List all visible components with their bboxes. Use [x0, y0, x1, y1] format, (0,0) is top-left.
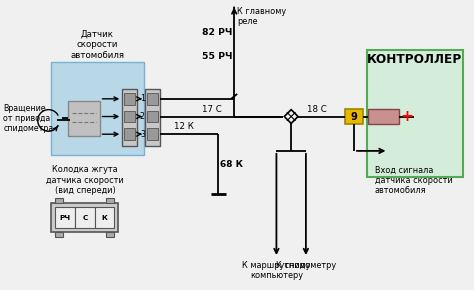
Text: К спидометру: К спидометру — [276, 261, 336, 270]
Text: 55 РЧ: 55 РЧ — [202, 52, 232, 61]
Bar — [367, 50, 463, 177]
Bar — [368, 109, 399, 124]
Bar — [345, 109, 363, 124]
Text: 68 К: 68 К — [220, 160, 244, 169]
Bar — [75, 207, 95, 229]
Text: 9: 9 — [351, 112, 357, 122]
Text: К маршрутному
компьютеру: К маршрутному компьютеру — [242, 261, 310, 280]
Bar — [52, 203, 118, 232]
Text: 2: 2 — [140, 112, 145, 121]
Text: +: + — [401, 109, 413, 124]
Text: 3: 3 — [140, 130, 145, 139]
Text: РЧ: РЧ — [60, 215, 71, 221]
Bar — [124, 128, 135, 140]
Bar — [55, 232, 63, 237]
Bar — [122, 89, 137, 146]
Bar — [51, 61, 144, 155]
Text: Датчик
скорости
автомобиля: Датчик скорости автомобиля — [70, 30, 124, 59]
Bar — [147, 110, 157, 122]
Bar — [55, 207, 75, 229]
Bar — [124, 93, 135, 105]
Text: 18 С: 18 С — [307, 105, 327, 114]
Text: К: К — [101, 215, 108, 221]
Text: КОНТРОЛЛЕР: КОНТРОЛЛЕР — [367, 53, 463, 66]
Text: Колодка жгута
датчика скорости
(вид спереди): Колодка жгута датчика скорости (вид спер… — [46, 165, 124, 195]
Bar — [95, 207, 114, 229]
Bar — [55, 198, 63, 203]
Bar — [68, 101, 100, 136]
Bar — [145, 89, 160, 146]
Bar — [147, 93, 157, 105]
Bar — [124, 110, 135, 122]
Text: С: С — [82, 215, 88, 221]
Bar — [147, 128, 157, 140]
Text: 12 К: 12 К — [174, 122, 194, 131]
Bar — [107, 198, 114, 203]
Text: 17 С: 17 С — [202, 105, 222, 114]
Text: 1: 1 — [140, 94, 145, 103]
Text: К главному
реле: К главному реле — [237, 6, 286, 26]
Bar — [107, 232, 114, 237]
Text: 82 РЧ: 82 РЧ — [202, 28, 232, 37]
Text: Вращение
от привода
спидометра: Вращение от привода спидометра — [3, 104, 54, 133]
Text: Вход сигнала
датчика скорости
автомобиля: Вход сигнала датчика скорости автомобиля — [374, 166, 452, 195]
